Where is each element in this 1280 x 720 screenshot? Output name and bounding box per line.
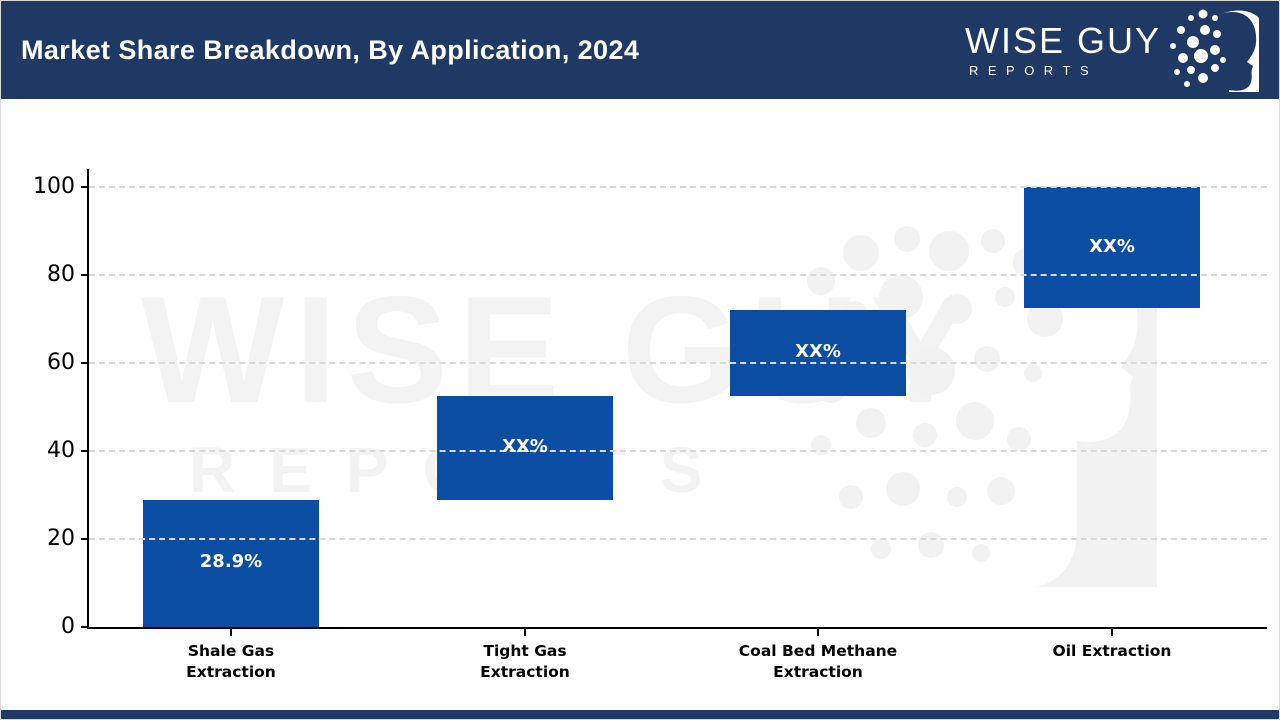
y-tick-80 [81, 274, 88, 276]
x-category-label: Oil Extraction [1002, 641, 1222, 662]
wiseguy-face-logo-icon [1170, 9, 1259, 92]
watermark-face-icon [804, 226, 1157, 587]
bar-oil-extraction [1024, 187, 1200, 308]
x-tick-1 [230, 629, 232, 636]
gridline-100 [89, 186, 1267, 188]
y-tick-60 [81, 362, 88, 364]
bar-tight-gas-extraction [437, 396, 613, 500]
gridline-60 [89, 362, 1267, 364]
x-category-label-line: Tight Gas [483, 642, 567, 660]
y-tick-label-20: 20 [47, 526, 75, 551]
y-tick-0 [81, 626, 88, 628]
bar-shale-gas-extraction [143, 499, 319, 627]
y-axis-line [87, 169, 89, 629]
footer-bar [1, 710, 1279, 719]
y-tick-20 [81, 538, 88, 540]
x-category-label-line: Extraction [480, 662, 570, 681]
x-category-label-line: Coal Bed Methane [738, 642, 898, 660]
x-category-label: Tight Gas Extraction [415, 641, 635, 683]
bar-coal-bed-methane-extraction [730, 310, 906, 396]
gridline-20 [89, 538, 1267, 540]
x-category-label-line: Oil Extraction [1052, 642, 1172, 660]
y-tick-label-100: 100 [33, 174, 75, 199]
x-category-label: Coal Bed Methane Extraction [708, 641, 928, 683]
x-tick-2 [524, 629, 526, 636]
logo-reports-label: REPORTS [968, 62, 1099, 78]
bar-value-label: XX% [1089, 235, 1135, 257]
x-category-label-line: Shale Gas [187, 642, 275, 660]
y-tick-label-40: 40 [47, 438, 75, 463]
x-tick-4 [1111, 629, 1113, 636]
x-category-label-line: Extraction [773, 662, 863, 681]
y-tick-label-80: 80 [47, 262, 75, 287]
wiseguy-logo-text: WISE GUY REPORTS [964, 19, 1161, 78]
y-tick-40 [81, 450, 88, 452]
x-axis-line [87, 627, 1267, 629]
gridline-40 [89, 450, 1267, 452]
bar-value-label: XX% [502, 435, 548, 457]
y-tick-100 [81, 186, 88, 188]
logo-wiseguy-label: WISE GUY [964, 19, 1161, 61]
wiseguy-logo: WISE GUY REPORTS [965, 8, 1259, 92]
y-tick-label-0: 0 [61, 614, 75, 639]
bar-value-label: XX% [795, 341, 841, 363]
header-banner: Market Share Breakdown, By Application, … [1, 1, 1279, 99]
x-tick-3 [817, 629, 819, 636]
gridline-80 [89, 274, 1267, 276]
x-category-label: Shale Gas Extraction [121, 641, 341, 683]
page-title: Market Share Breakdown, By Application, … [21, 34, 640, 65]
x-category-label-line: Extraction [186, 662, 276, 681]
bar-value-label: 28.9% [199, 551, 263, 573]
y-tick-label-60: 60 [47, 350, 75, 375]
